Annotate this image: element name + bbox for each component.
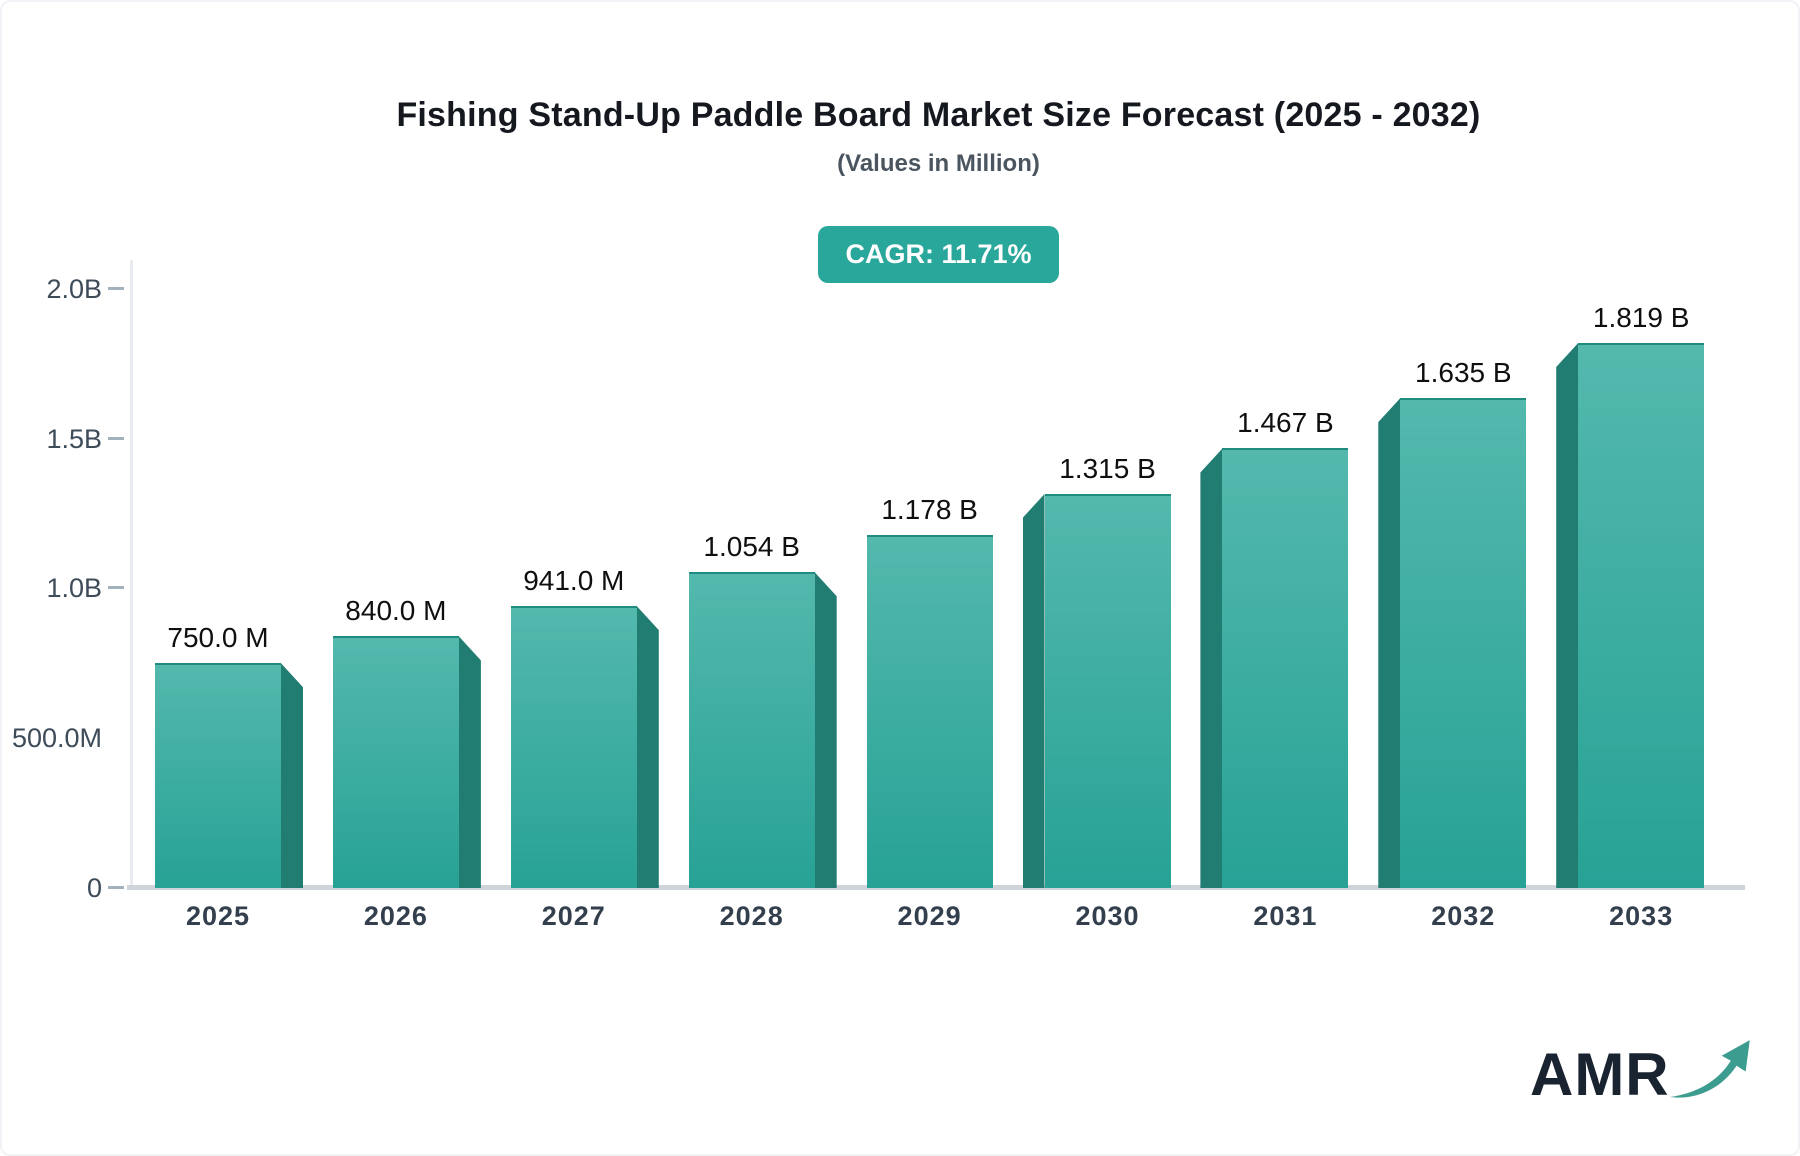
x-axis-label: 2030: [1075, 901, 1140, 931]
bar-value-label: 1.635 B: [1415, 357, 1512, 389]
bar-2026: [332, 636, 459, 888]
y-axis-tick-label: 500.0M: [11, 723, 102, 754]
bar-side-face: [636, 606, 659, 888]
bar-value-label: 941.0 M: [523, 565, 625, 597]
amr-logo-text: AMR: [1530, 1041, 1670, 1108]
chart-subtitle: (Values in Million): [837, 150, 1040, 177]
bar-side-face: [458, 636, 481, 888]
bar-value-label: 1.467 B: [1237, 407, 1334, 439]
x-axis-label: 2026: [363, 901, 428, 931]
bar-side-face: [1378, 398, 1401, 888]
x-axis-label: 2028: [719, 901, 784, 931]
y-axis-tick-label: 0: [86, 873, 102, 903]
bar-side-face: [1556, 343, 1579, 888]
bar-side-face: [1022, 494, 1045, 888]
bar-value-label: 1.054 B: [703, 531, 800, 563]
bar-2031: [1222, 448, 1349, 888]
y-axis-tick-label: 2.0B: [46, 273, 102, 304]
bar-value-label: 840.0 M: [345, 595, 447, 627]
bar-2033: [1578, 343, 1705, 888]
x-axis-label: 2032: [1431, 901, 1496, 931]
y-axis-tick-label: 1.5B: [46, 423, 102, 454]
y-axis-tick: [108, 886, 124, 889]
amr-logo: AMR: [1530, 1034, 1750, 1114]
bar-2032: [1400, 398, 1527, 888]
growth-arrow-icon: [1669, 1040, 1750, 1098]
chart-title: Fishing Stand-Up Paddle Board Market Siz…: [396, 96, 1481, 134]
y-axis-line: [130, 260, 133, 888]
bar-2028: [688, 572, 815, 888]
bar-value-label: 1.819 B: [1592, 302, 1690, 334]
bar-2025: [155, 663, 281, 888]
cagr-badge: CAGR: 11.71%: [818, 226, 1059, 283]
y-axis-tick: [108, 586, 124, 590]
bar-2027: [510, 606, 637, 888]
x-axis-label: 2033: [1609, 901, 1674, 931]
x-axis-label: 2029: [897, 901, 962, 931]
bar-2030: [1044, 494, 1171, 888]
y-axis-tick: [108, 436, 124, 440]
bar-side-face: [1200, 448, 1223, 888]
bar-value-label: 1.315 B: [1059, 453, 1156, 485]
y-axis-tick: [108, 286, 124, 290]
bar-side-face: [814, 572, 837, 888]
y-axis-tick-label: 1.0B: [46, 573, 102, 604]
cagr-badge-row: CAGR: 11.71%: [132, 226, 1745, 283]
bar-value-label: 1.178 B: [881, 494, 978, 526]
x-axis-label: 2025: [185, 901, 251, 931]
bar-side-face: [281, 663, 303, 888]
bar-value-label: 750.0 M: [167, 622, 269, 654]
x-axis-label: 2031: [1253, 901, 1318, 931]
x-axis-label: 2027: [541, 901, 606, 931]
bar-2029: [866, 535, 993, 888]
